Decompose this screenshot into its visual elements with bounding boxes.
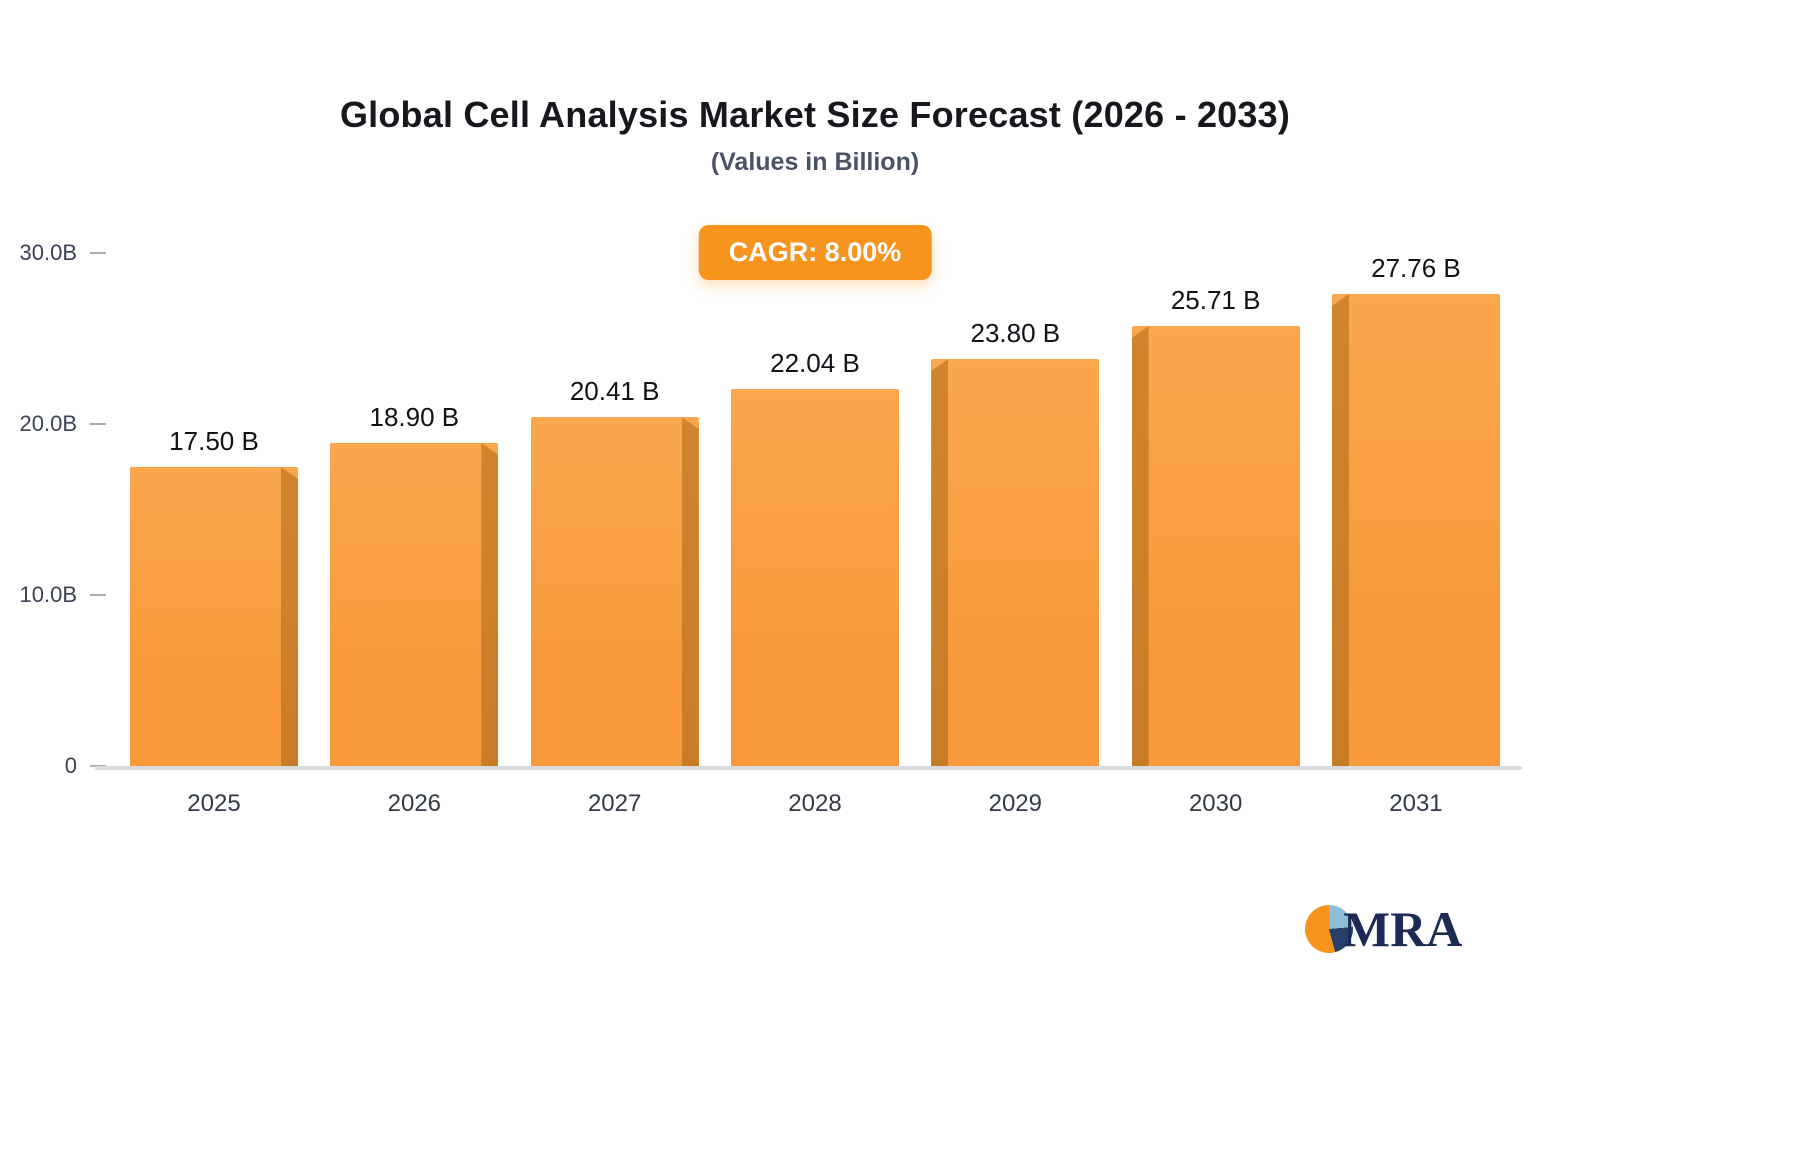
tick-mark [90,252,106,254]
y-axis-tick: 10.0B [19,582,106,608]
bar-depth-shading [1131,326,1149,766]
bar [530,417,699,766]
cagr-badge: CAGR: 8.00% [698,225,932,280]
y-axis-tick-label: 20.0B [19,411,78,436]
chart-title: Global Cell Analysis Market Size Forecas… [339,94,1291,135]
bar-depth-shading [1331,294,1349,766]
bar-cell: 23.80 B 2029 [931,253,1100,817]
bar-depth-shading [931,359,949,766]
x-axis-category-label: 2028 [788,790,842,817]
bar-cell: 17.50 B 2025 [130,253,298,817]
y-axis: 30.0B 20.0B 10.0B 0 [0,240,106,778]
bar-value-label: 25.71 B [1170,285,1261,315]
x-axis-category-label: 2025 [187,790,241,817]
bar-depth-shading [681,417,699,766]
bar [1131,326,1300,766]
bar-value-label: 18.90 B [369,402,460,432]
chart-subtitle: (Values in Billion) [710,148,920,176]
logo-text: MRA [1343,901,1463,957]
bar-value-label: 17.50 B [169,426,259,456]
bar-cell: 25.71 B 2030 [1131,253,1300,817]
x-axis-category-label: 2027 [587,790,642,817]
y-axis-tick-label: 10.0B [19,582,78,607]
bar-depth-shading [481,443,499,766]
x-axis-category-label: 2029 [988,790,1042,817]
tick-mark [90,594,106,596]
bar [730,389,899,766]
bar [330,443,499,766]
x-axis-category-label: 2026 [387,790,442,817]
bar-cell: 27.76 B 2031 [1331,253,1500,817]
bar-cell: 20.41 B 2027 [530,253,699,817]
logo: MRA [1305,900,1462,958]
bar-value-label: 22.04 B [770,348,860,378]
bar [130,467,298,766]
x-axis-category-label: 2031 [1389,790,1443,817]
x-axis-category-label: 2030 [1188,790,1243,817]
bar-value-label: 23.80 B [970,318,1061,348]
bar-cell: 18.90 B 2026 [330,253,499,817]
y-axis-tick-label: 0 [64,753,77,778]
bar-depth-shading [281,467,298,766]
x-axis-line [95,766,1522,770]
bar [1331,294,1500,766]
plot-area: 17.50 B 2025 18.90 B 2026 20.41 B 2027 22.04 B… [110,253,1520,817]
logo-pie-icon [1305,905,1353,953]
bar-cell: 22.04 B 2028 [730,253,899,817]
bar [931,359,1100,766]
tick-mark [90,423,106,425]
bar-value-label: 27.76 B [1371,253,1461,283]
bar-value-label: 20.41 B [569,376,660,406]
y-axis-tick: 30.0B [19,240,106,266]
y-axis-tick-label: 30.0B [19,240,78,265]
y-axis-tick: 20.0B [19,411,106,437]
